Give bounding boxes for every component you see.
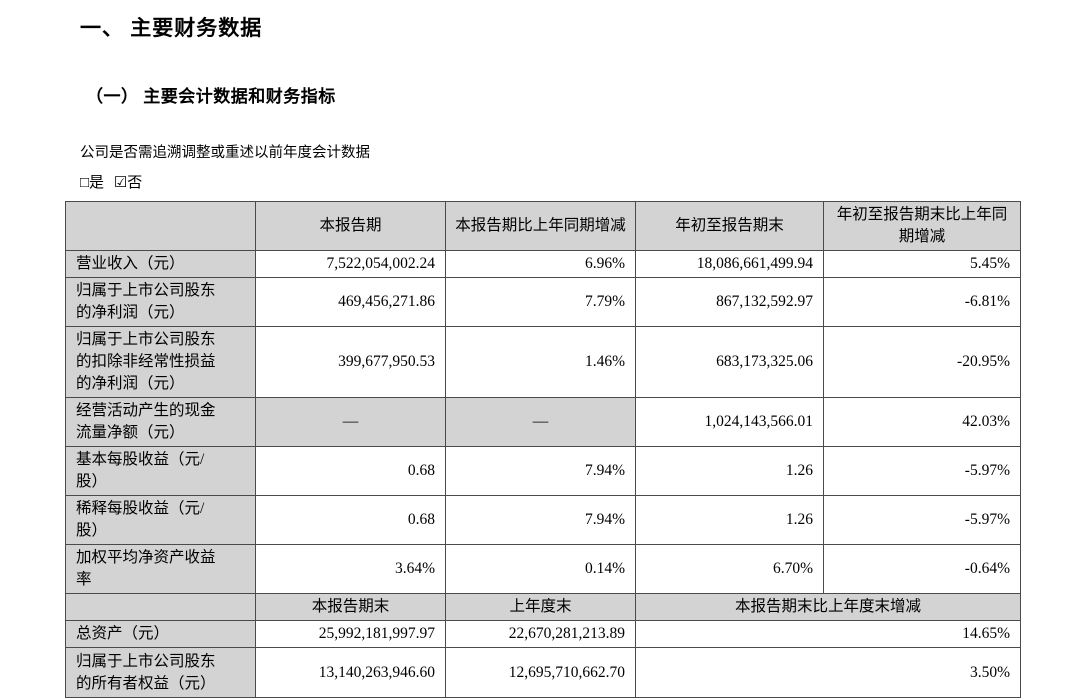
cell-value: -20.95%	[823, 326, 1021, 398]
cell-value: 22,670,281,213.89	[445, 620, 636, 648]
checkbox-no-option: ☑否	[113, 175, 143, 191]
cell-value: -5.97%	[823, 446, 1021, 496]
cell-value: 7,522,054,002.24	[255, 250, 446, 278]
period-header-row: 本报告期 本报告期比上年同期增减 年初至报告期末 年初至报告期末比上年同期增减	[65, 201, 1021, 251]
cell-value: 0.68	[255, 446, 446, 496]
cell-value: 1.26	[635, 446, 824, 496]
table-row-basic-eps: 基本每股收益（元/股） 0.68 7.94% 1.26 -5.97%	[65, 446, 1021, 496]
financial-data-table: 本报告期 本报告期比上年同期增减 年初至报告期末 年初至报告期末比上年同期增减 …	[65, 201, 1021, 698]
cell-value: -0.64%	[823, 544, 1021, 594]
table-row-total-assets: 总资产（元） 25,992,181,997.97 22,670,281,213.…	[65, 620, 1021, 648]
cell-value: 399,677,950.53	[255, 326, 446, 398]
cell-value: 0.68	[255, 495, 446, 545]
row-label: 归属于上市公司股东的净利润（元）	[65, 277, 256, 327]
cell-value: -6.81%	[823, 277, 1021, 327]
yearend-header-row: 本报告期末 上年度末 本报告期末比上年度末增减	[65, 593, 1021, 621]
row-label: 加权平均净资产收益率	[65, 544, 256, 594]
cell-value: 7.94%	[445, 495, 636, 545]
cell-value: 3.50%	[635, 647, 1021, 698]
header-blank	[65, 593, 256, 621]
header-current-period-yoy-change: 本报告期比上年同期增减	[445, 201, 636, 251]
restatement-options: □是 ☑否	[80, 171, 1080, 192]
header-ytd-yoy-change: 年初至报告期末比上年同期增减	[823, 201, 1021, 251]
cell-value: 42.03%	[823, 397, 1021, 447]
cell-value: -5.97%	[823, 495, 1021, 545]
table-row-weighted-roe: 加权平均净资产收益率 3.64% 0.14% 6.70% -0.64%	[65, 544, 1021, 594]
cell-value-dash: —	[255, 397, 446, 447]
cell-value: 867,132,592.97	[635, 277, 824, 327]
row-label: 基本每股收益（元/股）	[65, 446, 256, 496]
cell-value: 14.65%	[635, 620, 1021, 648]
cell-value: 1.46%	[445, 326, 636, 398]
cell-value: 7.79%	[445, 277, 636, 327]
cell-value: 25,992,181,997.97	[255, 620, 446, 648]
header-ytd: 年初至报告期末	[635, 201, 824, 251]
cell-value: 7.94%	[445, 446, 636, 496]
row-label: 归属于上市公司股东的所有者权益（元）	[65, 647, 256, 698]
table-row-diluted-eps: 稀释每股收益（元/股） 0.68 7.94% 1.26 -5.97%	[65, 495, 1021, 545]
cell-value: 469,456,271.86	[255, 277, 446, 327]
header-current-period: 本报告期	[255, 201, 446, 251]
cell-value: 683,173,325.06	[635, 326, 824, 398]
cell-value: 6.96%	[445, 250, 636, 278]
cell-value: 0.14%	[445, 544, 636, 594]
cell-value: 3.64%	[255, 544, 446, 594]
cell-value: 13,140,263,946.60	[255, 647, 446, 698]
restatement-question: 公司是否需追溯调整或重述以前年度会计数据	[80, 145, 370, 161]
cell-value: 18,086,661,499.94	[635, 250, 824, 278]
header-prior-yearend: 上年度末	[445, 593, 636, 621]
cell-value: 1,024,143,566.01	[635, 397, 824, 447]
table-row-revenue: 营业收入（元） 7,522,054,002.24 6.96% 18,086,66…	[65, 250, 1021, 278]
checkbox-yes-option: □是	[80, 175, 105, 191]
cell-value: 12,695,710,662.70	[445, 647, 636, 698]
row-label: 归属于上市公司股东的扣除非经常性损益的净利润（元）	[65, 326, 256, 398]
cell-value: 5.45%	[823, 250, 1021, 278]
cell-value: 1.26	[635, 495, 824, 545]
row-label: 总资产（元）	[65, 620, 256, 648]
subsection-title: （一） 主要会计数据和财务指标	[86, 87, 336, 106]
header-blank	[65, 201, 256, 251]
header-period-end: 本报告期末	[255, 593, 446, 621]
section-title: 一、 主要财务数据	[80, 16, 263, 40]
row-label: 经营活动产生的现金流量净额（元）	[65, 397, 256, 447]
table-row-operating-cash-flow: 经营活动产生的现金流量净额（元） — — 1,024,143,566.01 42…	[65, 397, 1021, 447]
header-periodend-vs-yearend-change: 本报告期末比上年度末增减	[635, 593, 1021, 621]
row-label: 营业收入（元）	[65, 250, 256, 278]
cell-value-dash: —	[445, 397, 636, 447]
table-row-net-profit: 归属于上市公司股东的净利润（元） 469,456,271.86 7.79% 86…	[65, 277, 1021, 327]
row-label: 稀释每股收益（元/股）	[65, 495, 256, 545]
cell-value: 6.70%	[635, 544, 824, 594]
table-row-shareholder-equity: 归属于上市公司股东的所有者权益（元） 13,140,263,946.60 12,…	[65, 647, 1021, 698]
table-row-net-profit-excl-nonrecurring: 归属于上市公司股东的扣除非经常性损益的净利润（元） 399,677,950.53…	[65, 326, 1021, 398]
